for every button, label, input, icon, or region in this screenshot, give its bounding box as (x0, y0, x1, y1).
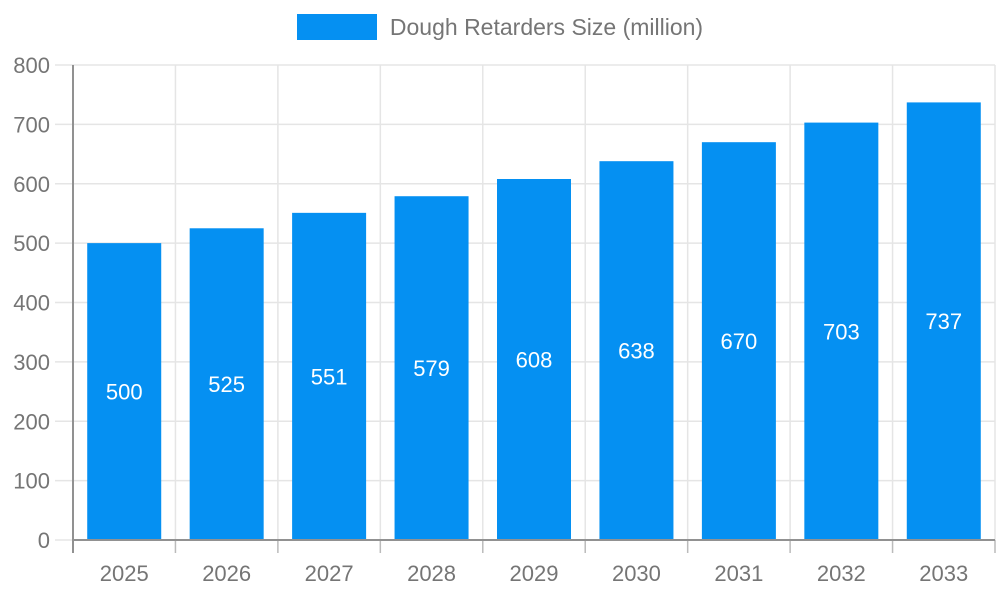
y-tick-label: 600 (13, 172, 50, 197)
bar-2033[interactable] (906, 102, 981, 540)
bar-2030[interactable] (599, 161, 674, 540)
x-tick-label: 2028 (407, 561, 456, 586)
y-tick-label: 0 (38, 528, 50, 553)
bar-2031[interactable] (701, 142, 776, 540)
bar-2026[interactable] (189, 228, 264, 540)
y-tick-label: 300 (13, 350, 50, 375)
y-tick-label: 200 (13, 409, 50, 434)
bar-value-label: 525 (208, 372, 245, 397)
y-tick-label: 500 (13, 231, 50, 256)
y-tick-label: 800 (13, 53, 50, 78)
legend-label: Dough Retarders Size (million) (389, 13, 704, 40)
bar-2029[interactable] (497, 179, 571, 540)
bar-value-label: 551 (311, 364, 348, 389)
bar-value-label: 608 (516, 348, 553, 373)
x-tick-label: 2025 (100, 561, 149, 586)
x-tick-label: 2032 (817, 561, 866, 586)
legend-item[interactable]: Dough Retarders Size (million) (0, 14, 1000, 40)
bar-value-label: 737 (925, 309, 962, 334)
bar-2025[interactable] (87, 243, 162, 540)
y-tick-label: 700 (13, 112, 50, 137)
bar-2028[interactable] (394, 196, 469, 540)
x-tick-label: 2026 (202, 561, 251, 586)
x-tick-label: 2027 (305, 561, 354, 586)
x-tick-label: 2033 (919, 561, 968, 586)
bar-2032[interactable] (804, 122, 879, 540)
x-tick-label: 2029 (510, 561, 559, 586)
bar-value-label: 638 (618, 339, 655, 364)
y-tick-label: 100 (13, 469, 50, 494)
bar-value-label: 703 (823, 319, 860, 344)
y-tick-label: 400 (13, 291, 50, 316)
x-tick-label: 2031 (714, 561, 763, 586)
bar-value-label: 500 (106, 380, 143, 405)
bar-2027[interactable] (292, 212, 367, 540)
bar-value-label: 670 (721, 329, 758, 354)
legend-swatch (296, 14, 377, 40)
bar-value-label: 579 (413, 356, 450, 381)
x-tick-label: 2030 (612, 561, 661, 586)
